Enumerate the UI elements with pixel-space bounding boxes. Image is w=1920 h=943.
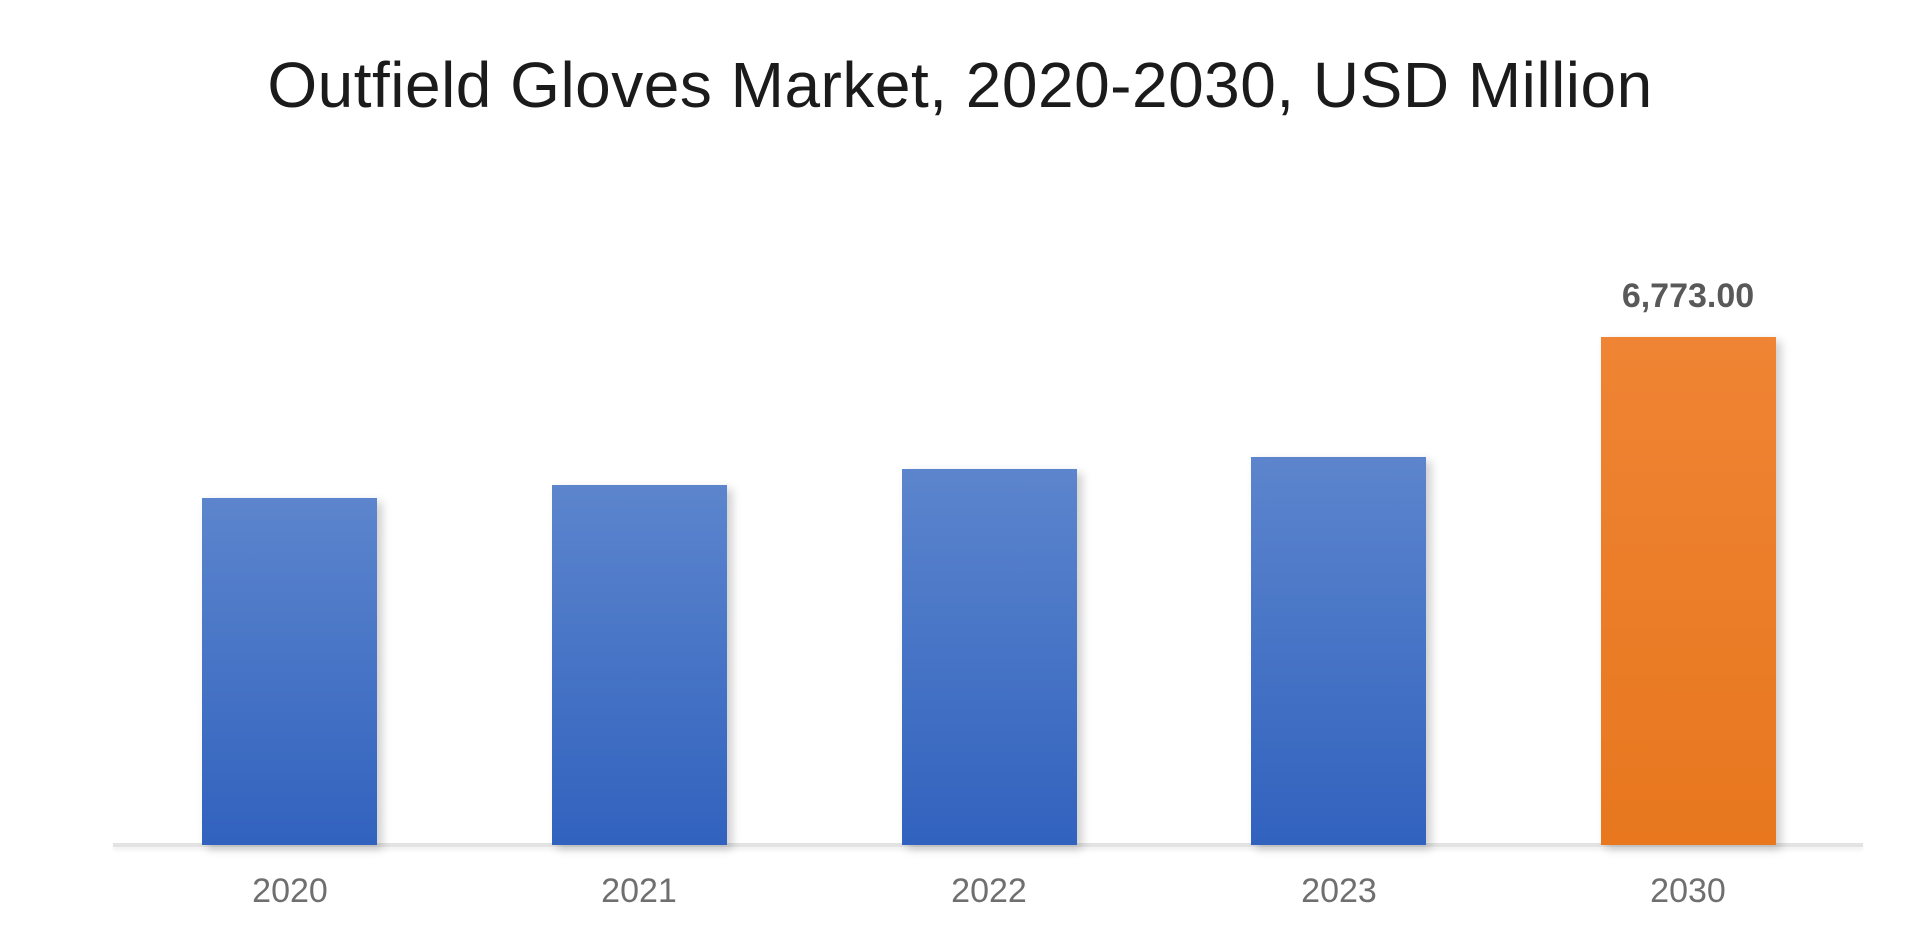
bar-2020 [202, 498, 377, 845]
data-label-2030: 6,773.00 [1621, 277, 1755, 315]
x-axis-label-2030: 2030 [1650, 872, 1726, 910]
x-axis-label-2021: 2021 [601, 872, 677, 910]
bar-2022 [902, 469, 1077, 845]
x-axis-label-2022: 2022 [951, 872, 1027, 910]
bar-2021 [552, 485, 727, 845]
bar-2030 [1601, 337, 1776, 845]
bar-2023 [1251, 457, 1426, 845]
chart-title: Outfield Gloves Market, 2020-2030, USD M… [267, 49, 1653, 121]
x-axis-label-2023: 2023 [1301, 872, 1377, 910]
x-axis-line [113, 843, 1863, 847]
x-axis-label-2020: 2020 [252, 872, 328, 910]
